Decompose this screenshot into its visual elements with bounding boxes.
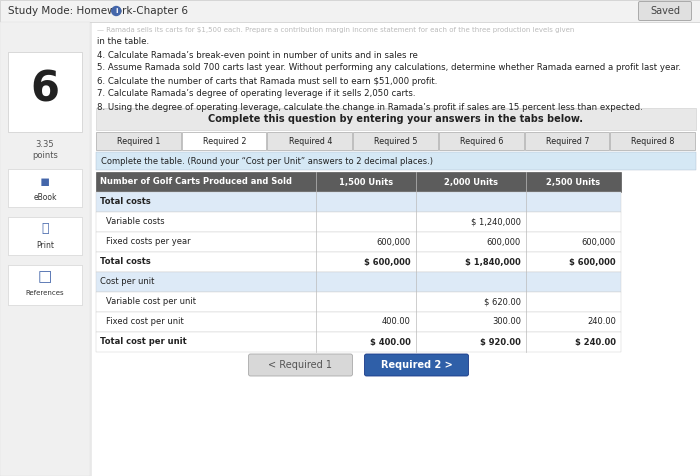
Bar bbox=[8, 169, 82, 207]
Text: 3.35
points: 3.35 points bbox=[32, 139, 58, 160]
Text: Required 2 >: Required 2 > bbox=[381, 360, 452, 370]
Text: Cost per unit: Cost per unit bbox=[100, 278, 155, 287]
Text: $ 1,240,000: $ 1,240,000 bbox=[471, 218, 521, 227]
Bar bbox=[8, 265, 82, 305]
Circle shape bbox=[112, 7, 120, 16]
Text: 240.00: 240.00 bbox=[587, 317, 616, 327]
Bar bbox=[267, 132, 352, 150]
Bar bbox=[0, 0, 700, 22]
Bar bbox=[353, 132, 438, 150]
Bar bbox=[96, 152, 696, 170]
Text: in the table.: in the table. bbox=[97, 38, 149, 47]
Text: ▪: ▪ bbox=[40, 173, 50, 188]
Text: 2,500 Units: 2,500 Units bbox=[547, 178, 601, 187]
Bar bbox=[96, 252, 621, 272]
Text: 300.00: 300.00 bbox=[492, 317, 521, 327]
FancyBboxPatch shape bbox=[365, 354, 468, 376]
Text: < Required 1: < Required 1 bbox=[269, 360, 332, 370]
Text: Print: Print bbox=[36, 240, 54, 249]
Text: $ 240.00: $ 240.00 bbox=[575, 337, 616, 347]
Bar bbox=[96, 172, 621, 192]
FancyBboxPatch shape bbox=[638, 1, 692, 20]
Text: Required 7: Required 7 bbox=[546, 137, 589, 146]
Text: 600,000: 600,000 bbox=[377, 238, 411, 247]
Text: $ 600,000: $ 600,000 bbox=[365, 258, 411, 267]
Text: Total cost per unit: Total cost per unit bbox=[100, 337, 187, 347]
Text: 4. Calculate Ramada’s break-even point in number of units and in sales re: 4. Calculate Ramada’s break-even point i… bbox=[97, 50, 418, 60]
Text: Required 8: Required 8 bbox=[631, 137, 675, 146]
Text: 8. Using the degree of operating leverage, calculate the change in Ramada’s prof: 8. Using the degree of operating leverag… bbox=[97, 102, 643, 111]
Bar bbox=[96, 292, 621, 312]
Bar bbox=[8, 52, 82, 132]
Text: Study Mode: Homework-Chapter 6: Study Mode: Homework-Chapter 6 bbox=[8, 6, 188, 16]
Text: References: References bbox=[26, 290, 64, 296]
Text: Fixed costs per year: Fixed costs per year bbox=[106, 238, 190, 247]
Text: 1,500 Units: 1,500 Units bbox=[339, 178, 393, 187]
Text: $ 400.00: $ 400.00 bbox=[370, 337, 411, 347]
Text: 🖨: 🖨 bbox=[41, 222, 49, 236]
Text: Complete this question by entering your answers in the tabs below.: Complete this question by entering your … bbox=[209, 114, 584, 124]
Text: Required 1: Required 1 bbox=[117, 137, 160, 146]
Bar bbox=[96, 108, 696, 130]
Text: Variable costs: Variable costs bbox=[106, 218, 164, 227]
Text: □: □ bbox=[38, 269, 52, 285]
Bar bbox=[610, 132, 695, 150]
Text: $ 600,000: $ 600,000 bbox=[569, 258, 616, 267]
Text: 7. Calculate Ramada’s degree of operating leverage if it sells 2,050 carts.: 7. Calculate Ramada’s degree of operatin… bbox=[97, 89, 416, 99]
Bar bbox=[92, 22, 700, 476]
Bar bbox=[96, 132, 181, 150]
Text: — Ramada sells its carts for $1,500 each. Prepare a contribution margin income s: — Ramada sells its carts for $1,500 each… bbox=[97, 27, 575, 33]
Text: Required 2: Required 2 bbox=[203, 137, 246, 146]
Text: Total costs: Total costs bbox=[100, 258, 150, 267]
Bar bbox=[96, 232, 621, 252]
Text: Complete the table. (Round your “Cost per Unit” answers to 2 decimal places.): Complete the table. (Round your “Cost pe… bbox=[101, 157, 433, 166]
Text: 6: 6 bbox=[31, 69, 60, 111]
FancyBboxPatch shape bbox=[248, 354, 353, 376]
Text: 600,000: 600,000 bbox=[486, 238, 521, 247]
Bar bbox=[439, 132, 524, 150]
Text: Number of Golf Carts Produced and Sold: Number of Golf Carts Produced and Sold bbox=[100, 178, 292, 187]
Text: 2,000 Units: 2,000 Units bbox=[444, 178, 498, 187]
Text: $ 1,840,000: $ 1,840,000 bbox=[466, 258, 521, 267]
Bar bbox=[0, 22, 90, 476]
Bar bbox=[96, 212, 621, 232]
Text: Required 5: Required 5 bbox=[374, 137, 418, 146]
Bar bbox=[96, 272, 621, 292]
Bar bbox=[96, 192, 621, 212]
Text: Variable cost per unit: Variable cost per unit bbox=[106, 298, 196, 307]
Text: Required 6: Required 6 bbox=[460, 137, 503, 146]
Text: Required 4: Required 4 bbox=[288, 137, 332, 146]
Bar bbox=[96, 312, 621, 332]
Text: eBook: eBook bbox=[34, 192, 57, 201]
Text: 5. Assume Ramada sold 700 carts last year. Without performing any calculations, : 5. Assume Ramada sold 700 carts last yea… bbox=[97, 63, 681, 72]
Bar bbox=[182, 132, 267, 150]
Text: $ 620.00: $ 620.00 bbox=[484, 298, 521, 307]
Text: $ 920.00: $ 920.00 bbox=[480, 337, 521, 347]
Text: Total costs: Total costs bbox=[100, 198, 150, 207]
Bar bbox=[96, 332, 621, 352]
Text: i: i bbox=[115, 8, 118, 14]
Text: Fixed cost per unit: Fixed cost per unit bbox=[106, 317, 183, 327]
Text: 600,000: 600,000 bbox=[582, 238, 616, 247]
Bar bbox=[524, 132, 609, 150]
Text: 6. Calculate the number of carts that Ramada must sell to earn $51,000 profit.: 6. Calculate the number of carts that Ra… bbox=[97, 77, 438, 86]
Text: Saved: Saved bbox=[650, 6, 680, 16]
Text: 400.00: 400.00 bbox=[382, 317, 411, 327]
Bar bbox=[8, 217, 82, 255]
